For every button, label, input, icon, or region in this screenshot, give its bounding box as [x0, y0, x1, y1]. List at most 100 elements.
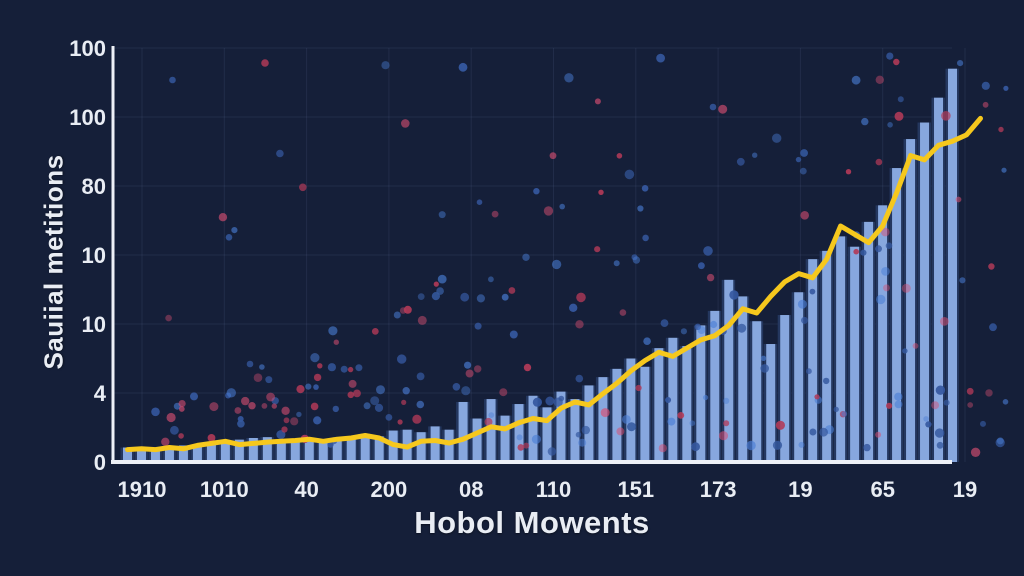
scatter-point: [488, 412, 495, 418]
scatter-point: [710, 320, 718, 329]
scatter-point: [402, 387, 410, 395]
bar: [346, 436, 356, 462]
bar: [724, 279, 734, 462]
scatter-point: [517, 444, 525, 451]
y-axis-title: Sauiial metitions: [38, 154, 69, 370]
bar: [234, 439, 244, 462]
scatter-point: [169, 76, 176, 84]
scatter-point: [416, 372, 425, 381]
scatter-point: [667, 417, 676, 426]
bar: [584, 385, 594, 462]
scatter-point: [894, 400, 903, 409]
scatter-point: [328, 326, 338, 336]
scatter-point: [941, 111, 951, 121]
axes: [111, 46, 952, 464]
bar: [123, 447, 132, 462]
scatter-point: [863, 443, 871, 452]
scatter-point: [452, 383, 461, 391]
scatter-point: [622, 415, 631, 424]
scatter-point: [940, 317, 949, 326]
bar: [290, 439, 300, 462]
y-tick-label: 100: [69, 36, 106, 61]
bar: [332, 437, 342, 462]
scatter-point: [800, 211, 809, 220]
scatter-point: [237, 420, 245, 428]
scatter-point: [989, 323, 997, 332]
scatter-point: [998, 126, 1004, 133]
scatter-point: [458, 62, 468, 72]
y-tick-label: 0: [94, 450, 106, 475]
scatter-point: [658, 444, 667, 453]
bar: [276, 441, 286, 462]
scatter-point: [531, 434, 542, 444]
scatter-point: [543, 206, 554, 216]
scatter-point: [799, 167, 807, 175]
scatter-point: [178, 400, 186, 408]
scatter-point: [509, 330, 518, 339]
scatter-point: [894, 392, 903, 401]
scatter-point: [549, 152, 557, 160]
bar: [892, 168, 902, 462]
scatter-point: [594, 246, 601, 253]
bar: [164, 447, 174, 462]
bar: [654, 348, 664, 462]
scatter-point: [271, 403, 277, 409]
scatter-point: [170, 425, 179, 435]
scatter-point: [996, 437, 1004, 445]
scatter-point: [290, 417, 299, 426]
x-tick-label: 08: [459, 477, 483, 502]
scatter-point: [616, 427, 625, 436]
x-tick-label: 40: [294, 477, 318, 502]
scatter-point: [261, 59, 269, 67]
scatter-point: [499, 388, 508, 397]
scatter-point: [709, 103, 717, 111]
scatter-point: [327, 363, 336, 372]
scatter-point: [912, 343, 919, 349]
scatter-point: [393, 311, 401, 319]
bar: [626, 358, 636, 462]
bar: [570, 399, 580, 462]
scatter-point: [967, 402, 974, 408]
scatter-point: [798, 441, 805, 448]
scatter-point: [296, 411, 302, 418]
scatter-point: [703, 394, 709, 401]
bar: [682, 346, 692, 462]
x-tick-label: 1010: [200, 477, 249, 502]
x-axis-title: Hobol Mowents: [414, 505, 650, 540]
scatter-point: [797, 299, 807, 309]
scatter-point: [902, 348, 908, 354]
scatter-point: [931, 401, 940, 410]
bar: [836, 236, 846, 462]
scatter-point: [894, 111, 904, 121]
scatter-point: [313, 373, 322, 382]
scatter-point: [801, 316, 808, 324]
bar: [598, 377, 608, 462]
scatter-point: [703, 246, 713, 256]
y-tick-label: 100: [69, 105, 106, 130]
bar: [808, 259, 818, 462]
bar: [262, 437, 272, 462]
y-tick-label: 10: [82, 243, 106, 268]
bars-series: [120, 68, 959, 463]
bar: [822, 250, 832, 462]
scatter-point: [431, 292, 440, 301]
scatter-point: [381, 61, 390, 70]
scatter-point: [656, 53, 665, 63]
scatter-point: [313, 416, 322, 425]
scatter-point: [1001, 167, 1007, 173]
scatter-point: [718, 104, 728, 114]
bar: [486, 399, 496, 462]
scatter-point: [578, 438, 587, 447]
scatter-point: [845, 169, 852, 175]
scatter-point: [955, 196, 962, 203]
y-axis-line: [111, 46, 115, 464]
scatter-point: [178, 433, 184, 439]
bar: [738, 296, 748, 462]
scatter-point: [600, 408, 610, 418]
scatter-point: [246, 360, 254, 368]
scatter-point: [376, 385, 385, 395]
scatter-point: [616, 153, 623, 159]
scatter-point: [218, 213, 228, 222]
scatter-point: [575, 320, 584, 329]
